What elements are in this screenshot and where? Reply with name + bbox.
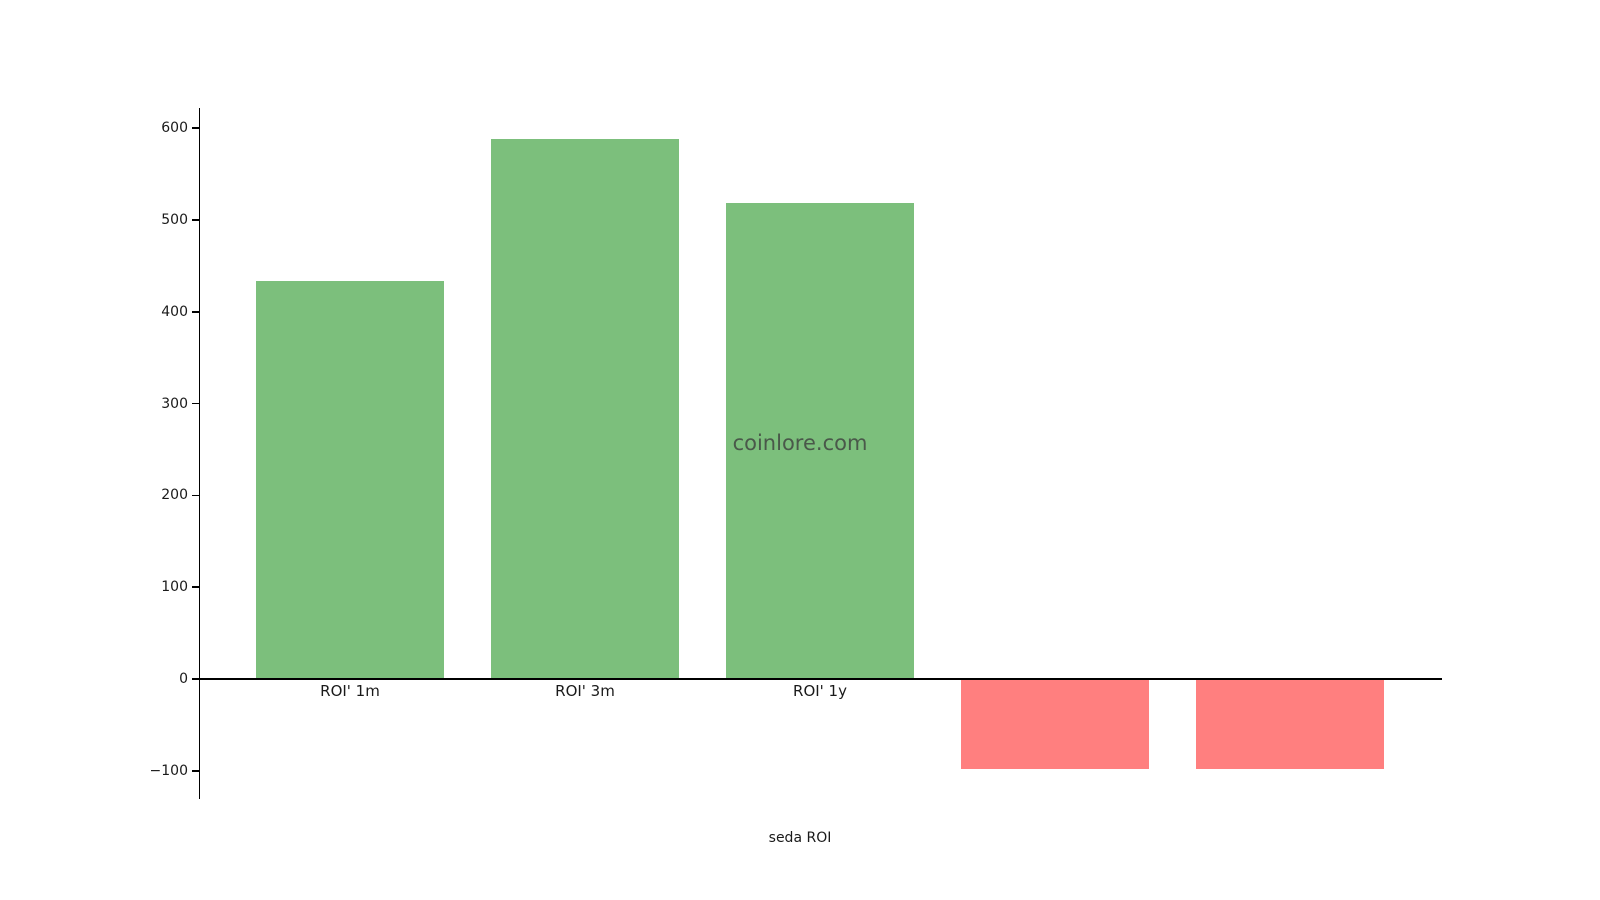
- x-tick-label: ROI' 1m: [320, 682, 380, 700]
- bar-roi-3m: [491, 139, 679, 679]
- y-tick-mark: [191, 127, 199, 129]
- y-tick-mark: [191, 402, 199, 405]
- x-axis-label: seda ROI: [768, 830, 832, 846]
- bar-negative-3: [961, 679, 1149, 769]
- y-tick-label: −100: [149, 762, 188, 779]
- y-tick-mark: [191, 586, 199, 588]
- y-tick-mark: [191, 678, 199, 680]
- bar-roi-1m: [256, 280, 444, 679]
- y-tick-label: 200: [161, 487, 188, 504]
- y-tick-mark: [191, 494, 199, 497]
- y-tick-label: 0: [179, 671, 188, 687]
- y-tick-mark: [191, 219, 199, 221]
- bar-negative-4: [1196, 679, 1384, 769]
- y-tick-label: 300: [161, 395, 188, 412]
- x-tick-label: ROI' 3m: [555, 682, 615, 700]
- x-axis-spine: [200, 678, 1442, 680]
- y-tick-label: 100: [161, 579, 188, 596]
- y-tick-label: 400: [161, 303, 188, 320]
- y-axis-spine: [198, 108, 200, 799]
- y-tick-label: 500: [161, 212, 188, 228]
- y-tick-label: 600: [161, 120, 188, 137]
- y-tick-mark: [191, 311, 199, 313]
- watermark-text: coinlore.com: [732, 431, 868, 455]
- y-tick-mark: [191, 770, 199, 772]
- x-tick-label: ROI' 1y: [793, 682, 847, 700]
- bar-roi-1y: [726, 202, 914, 679]
